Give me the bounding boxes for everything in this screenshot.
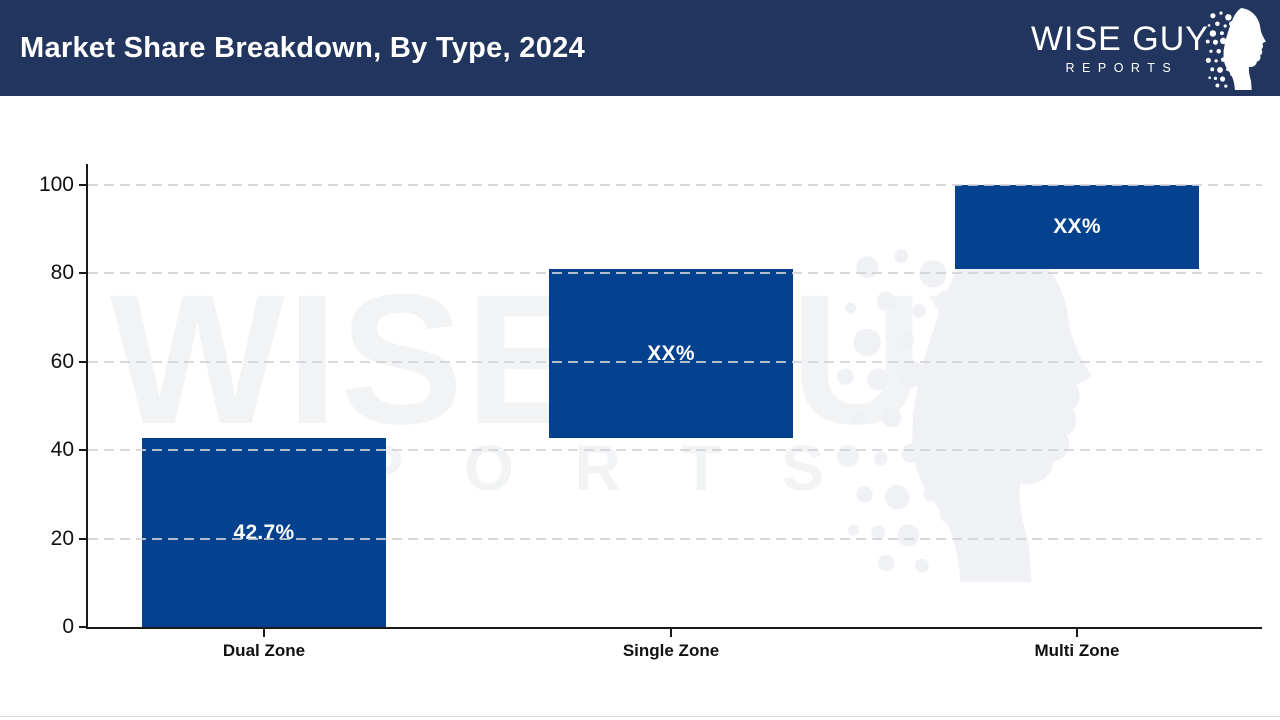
y-axis-tick-label: 20 [50, 526, 74, 550]
gridline-y-80 [88, 272, 1262, 275]
y-axis-tick-mark [79, 272, 88, 275]
gridline-y-20 [88, 537, 1262, 540]
y-axis-tick-mark [79, 449, 88, 452]
y-axis-tick-label: 60 [50, 349, 74, 373]
bar-multi-zone: XX% [955, 185, 1199, 269]
y-axis-line [86, 164, 88, 629]
x-axis-category-label: Multi Zone [1034, 641, 1120, 660]
gridline-y-60 [88, 360, 1262, 363]
x-axis-line [86, 627, 1262, 629]
x-axis-tick-mark [1076, 629, 1078, 637]
gridline-y-100 [88, 184, 1262, 186]
brand-logo-text: WISE GUY REPORTS [1031, 22, 1209, 75]
brand-name: WISE GUY [1030, 19, 1209, 58]
x-axis-tick-mark [263, 629, 265, 637]
gridline-y-40 [88, 449, 1262, 452]
watermark-head-icon [837, 234, 1092, 582]
y-axis-tick-mark [79, 537, 88, 540]
header-bar: Market Share Breakdown, By Type, 2024 WI… [0, 0, 1280, 96]
bar-single-zone: XX% [549, 268, 793, 439]
x-axis-category-label: Dual Zone [222, 641, 306, 660]
bar-dual-zone: 42.7% [142, 438, 386, 627]
y-axis-tick-label: 80 [50, 261, 74, 285]
brand-head-icon [1205, 7, 1266, 90]
y-axis-tick-mark [79, 184, 88, 186]
y-axis-tick-mark [79, 360, 88, 363]
y-axis-tick-label: 40 [50, 438, 74, 462]
y-axis-tick-label: 0 [62, 615, 74, 638]
page-title: Market Share Breakdown, By Type, 2024 [20, 31, 586, 64]
brand-subtitle: REPORTS [1065, 60, 1179, 75]
y-axis-tick-label: 100 [38, 173, 74, 196]
bar-value-label: XX% [647, 341, 695, 365]
x-axis-tick-mark [670, 629, 672, 637]
y-axis-tick-mark [79, 626, 88, 628]
bar-value-label: 42.7% [233, 520, 295, 544]
bottom-divider [0, 716, 1280, 717]
bar-value-label: XX% [1053, 214, 1101, 238]
x-axis-category-label: Single Zone [622, 641, 720, 660]
brand-logo: WISE GUY REPORTS [1031, 6, 1268, 90]
